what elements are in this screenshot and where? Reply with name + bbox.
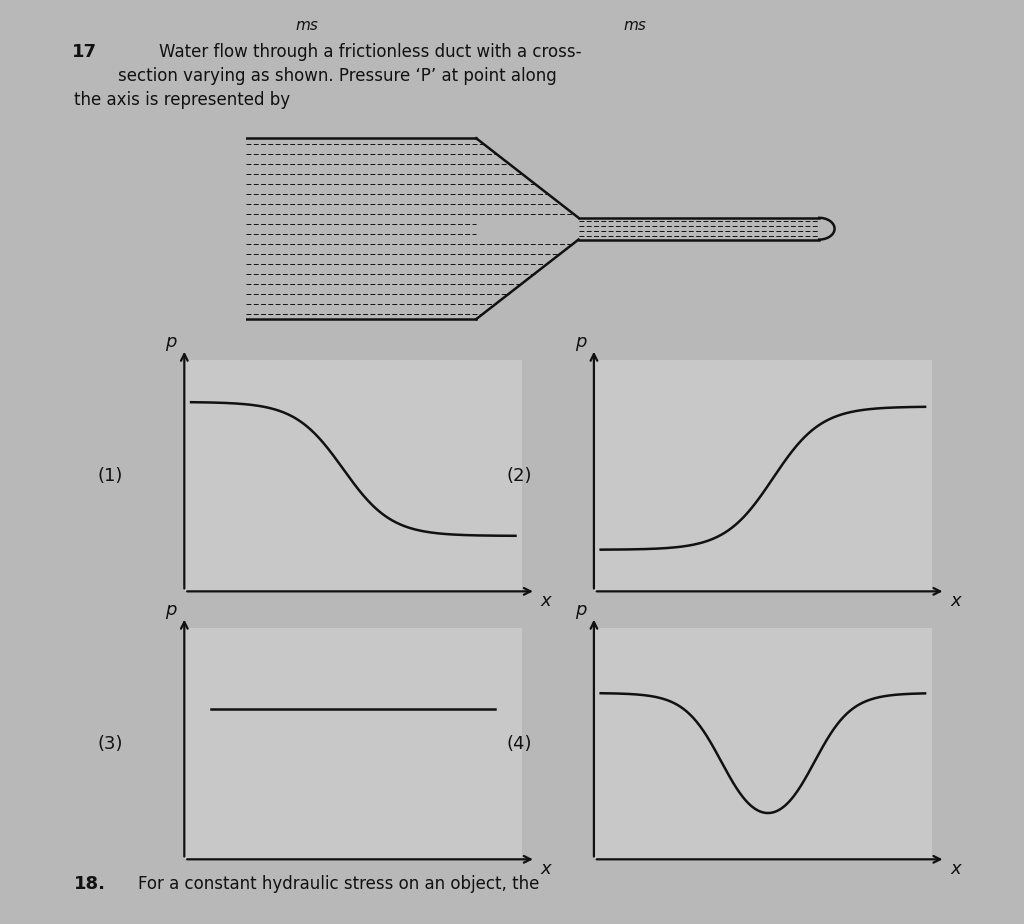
Text: 18.: 18. [74, 875, 105, 893]
Text: the axis is represented by: the axis is represented by [74, 91, 290, 109]
Text: p: p [574, 601, 586, 619]
Text: Water flow through a frictionless duct with a cross-: Water flow through a frictionless duct w… [159, 43, 582, 61]
Text: x: x [541, 591, 551, 610]
Text: For a constant hydraulic stress on an object, the: For a constant hydraulic stress on an ob… [138, 875, 540, 893]
Text: (4): (4) [507, 735, 532, 753]
Text: x: x [950, 859, 961, 878]
Text: (1): (1) [97, 467, 123, 485]
Text: (3): (3) [97, 735, 123, 753]
Text: p: p [165, 601, 176, 619]
Text: x: x [541, 859, 551, 878]
Text: (2): (2) [507, 467, 532, 485]
Text: p: p [574, 333, 586, 351]
Text: ms: ms [624, 18, 646, 33]
Text: p: p [165, 333, 176, 351]
Text: ms: ms [296, 18, 318, 33]
Text: section varying as shown. Pressure ‘P’ at point along: section varying as shown. Pressure ‘P’ a… [118, 67, 556, 85]
Text: 17: 17 [72, 43, 96, 61]
Text: x: x [950, 591, 961, 610]
